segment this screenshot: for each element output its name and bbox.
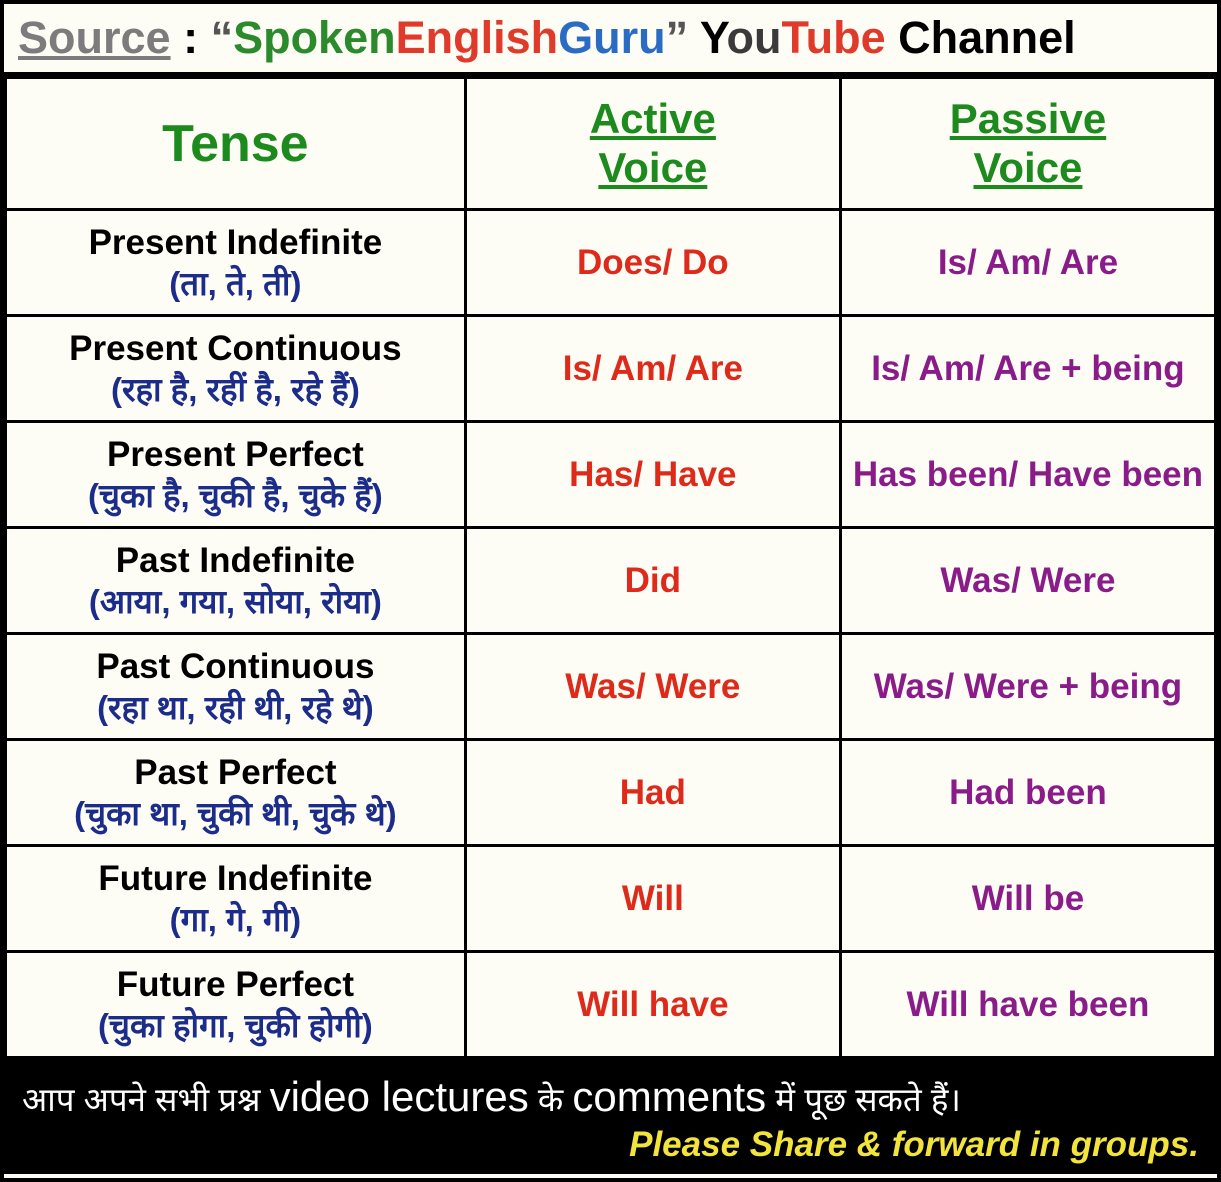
tense-cell: Present Perfect(चुका है, चुकी है, चुके ह… [6, 422, 466, 528]
passive-cell: Has been/ Have been [840, 422, 1215, 528]
active-cell: Will have [465, 952, 840, 1058]
passive-cell: Was/ Were [840, 528, 1215, 634]
quote-close: ” [666, 12, 689, 63]
tense-cell: Past Indefinite(आया, गया, सोया, रोया) [6, 528, 466, 634]
active-cell: Does/ Do [465, 210, 840, 316]
active-line2: Voice [598, 144, 707, 191]
table-body: Present Indefinite(ता, ते, ती)Does/ DoIs… [6, 210, 1216, 1058]
tense-hindi: (रहा है, रहीं है, रहे हैं) [11, 370, 460, 410]
tense-hindi: (चुका है, चुकी है, चुके हैं) [11, 476, 460, 516]
brand-english: English [396, 12, 559, 63]
brand-guru: Guru [558, 12, 666, 63]
passive-cell: Was/ Were + being [840, 634, 1215, 740]
active-cell: Will [465, 846, 840, 952]
passive-cell: Will be [840, 846, 1215, 952]
table-row: Present Indefinite(ता, ते, ती)Does/ DoIs… [6, 210, 1216, 316]
passive-cell: Is/ Am/ Are + being [840, 316, 1215, 422]
tense-english: Present Perfect [11, 434, 460, 476]
footer-line1: आप अपने सभी प्रश्न video lectures के com… [22, 1073, 1199, 1121]
source-header: Source : “SpokenEnglishGuru” YouTube Cha… [4, 4, 1217, 76]
tense-hindi: (चुका होगा, चुकी होगी) [11, 1006, 460, 1046]
table-row: Present Perfect(चुका है, चुकी है, चुके ह… [6, 422, 1216, 528]
tense-hindi: (चुका था, चुकी थी, चुके थे) [11, 794, 460, 834]
footer-pre: आप अपने सभी प्रश्न [22, 1081, 270, 1118]
tense-cell: Present Indefinite(ता, ते, ती) [6, 210, 466, 316]
footer-line2: Please Share & forward in groups. [22, 1125, 1199, 1165]
tense-cell: Present Continuous(रहा है, रहीं है, रहे … [6, 316, 466, 422]
tense-header: Tense [6, 78, 466, 210]
channel-word: Channel [886, 12, 1076, 63]
passive-cell: Is/ Am/ Are [840, 210, 1215, 316]
tense-english: Past Indefinite [11, 540, 460, 582]
tense-english: Future Perfect [11, 964, 460, 1006]
active-cell: Had [465, 740, 840, 846]
active-line1: Active [590, 95, 716, 142]
active-voice-header: Active Voice [465, 78, 840, 210]
tense-hindi: (ता, ते, ती) [11, 264, 460, 304]
tense-english: Future Indefinite [11, 858, 460, 900]
yt-ou: ou [727, 12, 782, 63]
passive-voice-header: Passive Voice [840, 78, 1215, 210]
tense-cell: Future Perfect(चुका होगा, चुकी होगी) [6, 952, 466, 1058]
tense-table: Tense Active Voice Passive Voice Present… [4, 76, 1217, 1059]
table-row: Present Continuous(रहा है, रहीं है, रहे … [6, 316, 1216, 422]
quote-open: “ [211, 12, 234, 63]
tense-cell: Past Continuous(रहा था, रही थी, रहे थे) [6, 634, 466, 740]
passive-cell: Had been [840, 740, 1215, 846]
table-header-row: Tense Active Voice Passive Voice [6, 78, 1216, 210]
passive-line1: Passive [950, 95, 1106, 142]
table-row: Future Indefinite(गा, गे, गी)WillWill be [6, 846, 1216, 952]
footer: आप अपने सभी प्रश्न video lectures के com… [4, 1059, 1217, 1174]
tense-chart: Source : “SpokenEnglishGuru” YouTube Cha… [0, 0, 1221, 1182]
active-cell: Is/ Am/ Are [465, 316, 840, 422]
passive-cell: Will have been [840, 952, 1215, 1058]
footer-mid3: comments [572, 1073, 766, 1120]
tense-english: Present Continuous [11, 328, 460, 370]
footer-mid1: video lectures [270, 1073, 529, 1120]
tense-hindi: (गा, गे, गी) [11, 900, 460, 940]
tense-cell: Future Indefinite(गा, गे, गी) [6, 846, 466, 952]
tense-english: Present Indefinite [11, 222, 460, 264]
table-row: Past Continuous(रहा था, रही थी, रहे थे)W… [6, 634, 1216, 740]
tense-hindi: (रहा था, रही थी, रहे थे) [11, 688, 460, 728]
tense-hindi: (आया, गया, सोया, रोया) [11, 582, 460, 622]
tense-english: Past Perfect [11, 752, 460, 794]
active-cell: Did [465, 528, 840, 634]
active-cell: Was/ Were [465, 634, 840, 740]
tense-cell: Past Perfect(चुका था, चुकी थी, चुके थे) [6, 740, 466, 846]
colon: : [171, 12, 211, 63]
table-row: Future Perfect(चुका होगा, चुकी होगी)Will… [6, 952, 1216, 1058]
footer-post: में पूछ सकते हैं। [766, 1081, 961, 1118]
source-label: Source [18, 12, 171, 63]
tense-english: Past Continuous [11, 646, 460, 688]
brand-spoken: Spoken [233, 12, 396, 63]
footer-mid2: के [529, 1081, 573, 1118]
table-row: Past Perfect(चुका था, चुकी थी, चुके थे)H… [6, 740, 1216, 846]
table-row: Past Indefinite(आया, गया, सोया, रोया)Did… [6, 528, 1216, 634]
yt-tube: Tube [782, 12, 886, 63]
yt-y: Y [700, 12, 727, 63]
passive-line2: Voice [973, 144, 1082, 191]
active-cell: Has/ Have [465, 422, 840, 528]
